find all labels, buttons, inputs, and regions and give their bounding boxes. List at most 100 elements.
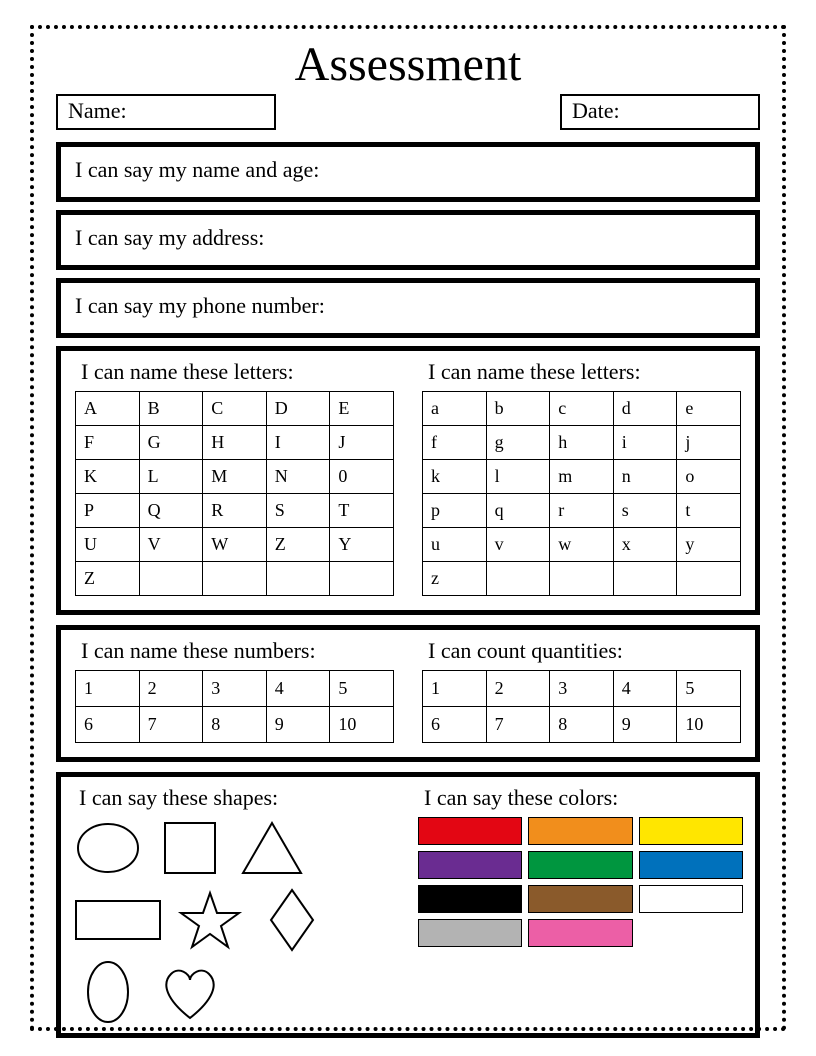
- shapes-col: I can say these shapes:: [73, 783, 398, 1023]
- rectangle-icon: [73, 889, 163, 951]
- lower-letters-table: abcdefghijklmnopqrstuvwxyz: [422, 391, 741, 596]
- number-cell: 5: [677, 671, 741, 707]
- upper-letters-title: I can name these letters:: [81, 359, 394, 385]
- color-swatch-purple: [418, 851, 522, 879]
- letter-cell: a: [423, 392, 487, 426]
- letter-cell: q: [486, 494, 550, 528]
- number-cell: 10: [330, 707, 394, 743]
- letter-cell: K: [76, 460, 140, 494]
- letter-cell: B: [139, 392, 203, 426]
- letter-cell: C: [203, 392, 267, 426]
- numbers-section: I can name these numbers: 12345678910 I …: [56, 625, 760, 762]
- colors-title: I can say these colors:: [424, 785, 743, 811]
- color-swatch-orange: [528, 817, 632, 845]
- letter-cell: m: [550, 460, 614, 494]
- number-cell: 3: [203, 671, 267, 707]
- number-cell: 1: [76, 671, 140, 707]
- number-cell: 7: [139, 707, 203, 743]
- diamond-icon: [257, 889, 327, 951]
- letter-cell: S: [266, 494, 330, 528]
- name-numbers-title: I can name these numbers:: [81, 638, 394, 664]
- letter-cell: t: [677, 494, 741, 528]
- letter-cell: Z: [76, 562, 140, 596]
- letter-cell: P: [76, 494, 140, 528]
- letter-cell: H: [203, 426, 267, 460]
- number-cell: 9: [266, 707, 330, 743]
- letter-cell: y: [677, 528, 741, 562]
- number-cell: 2: [139, 671, 203, 707]
- letter-cell: W: [203, 528, 267, 562]
- color-swatch-gray: [418, 919, 522, 947]
- letter-cell: d: [613, 392, 677, 426]
- letter-cell: Y: [330, 528, 394, 562]
- letter-cell: x: [613, 528, 677, 562]
- shapes-colors-section: I can say these shapes: I can say these …: [56, 772, 760, 1038]
- letter-cell: F: [76, 426, 140, 460]
- letter-cell: [203, 562, 267, 596]
- color-swatch-yellow: [639, 817, 743, 845]
- number-cell: 5: [330, 671, 394, 707]
- color-swatch-black: [418, 885, 522, 913]
- triangle-icon: [237, 817, 307, 879]
- colors-col: I can say these colors:: [418, 783, 743, 1023]
- line-phone: I can say my phone number:: [56, 278, 760, 338]
- letter-cell: l: [486, 460, 550, 494]
- shapes-grid: [73, 817, 398, 1023]
- number-cell: 3: [550, 671, 614, 707]
- line-name-age: I can say my name and age:: [56, 142, 760, 202]
- letter-cell: M: [203, 460, 267, 494]
- count-quantities-table: 12345678910: [422, 670, 741, 743]
- letter-cell: o: [677, 460, 741, 494]
- letter-cell: r: [550, 494, 614, 528]
- number-cell: 4: [613, 671, 677, 707]
- color-swatch-brown: [528, 885, 632, 913]
- letter-cell: D: [266, 392, 330, 426]
- letter-cell: s: [613, 494, 677, 528]
- letter-cell: p: [423, 494, 487, 528]
- star-icon: [175, 889, 245, 951]
- lower-letters-title: I can name these letters:: [428, 359, 741, 385]
- letter-cell: g: [486, 426, 550, 460]
- ellipse-icon: [73, 961, 143, 1023]
- letter-cell: [486, 562, 550, 596]
- upper-letters-col: I can name these letters: ABCDEFGHIJKLMN…: [75, 359, 394, 596]
- letter-cell: 0: [330, 460, 394, 494]
- oval-icon: [73, 817, 143, 879]
- color-swatch-pink: [528, 919, 632, 947]
- letter-cell: T: [330, 494, 394, 528]
- color-swatch-green: [528, 851, 632, 879]
- letters-section: I can name these letters: ABCDEFGHIJKLMN…: [56, 346, 760, 615]
- letter-cell: v: [486, 528, 550, 562]
- letter-cell: u: [423, 528, 487, 562]
- name-field[interactable]: Name:: [56, 94, 276, 130]
- letter-cell: Z: [266, 528, 330, 562]
- number-cell: 8: [550, 707, 614, 743]
- letter-cell: N: [266, 460, 330, 494]
- number-cell: 9: [613, 707, 677, 743]
- count-quantities-title: I can count quantities:: [428, 638, 741, 664]
- number-cell: 4: [266, 671, 330, 707]
- line-address: I can say my address:: [56, 210, 760, 270]
- letter-cell: J: [330, 426, 394, 460]
- letter-cell: [330, 562, 394, 596]
- dotted-border: Assessment Name: Date: I can say my name…: [30, 25, 786, 1031]
- letter-cell: V: [139, 528, 203, 562]
- letter-cell: n: [613, 460, 677, 494]
- letter-cell: j: [677, 426, 741, 460]
- letter-cell: [550, 562, 614, 596]
- letter-cell: Q: [139, 494, 203, 528]
- letter-cell: [139, 562, 203, 596]
- letter-cell: L: [139, 460, 203, 494]
- header-row: Name: Date:: [56, 94, 760, 130]
- name-numbers-table: 12345678910: [75, 670, 394, 743]
- heart-icon: [155, 961, 225, 1023]
- letter-cell: I: [266, 426, 330, 460]
- letter-cell: e: [677, 392, 741, 426]
- number-cell: 7: [486, 707, 550, 743]
- letter-cell: i: [613, 426, 677, 460]
- color-swatch-red: [418, 817, 522, 845]
- letter-cell: R: [203, 494, 267, 528]
- date-field[interactable]: Date:: [560, 94, 760, 130]
- letter-cell: [677, 562, 741, 596]
- count-quantities-col: I can count quantities: 12345678910: [422, 638, 741, 743]
